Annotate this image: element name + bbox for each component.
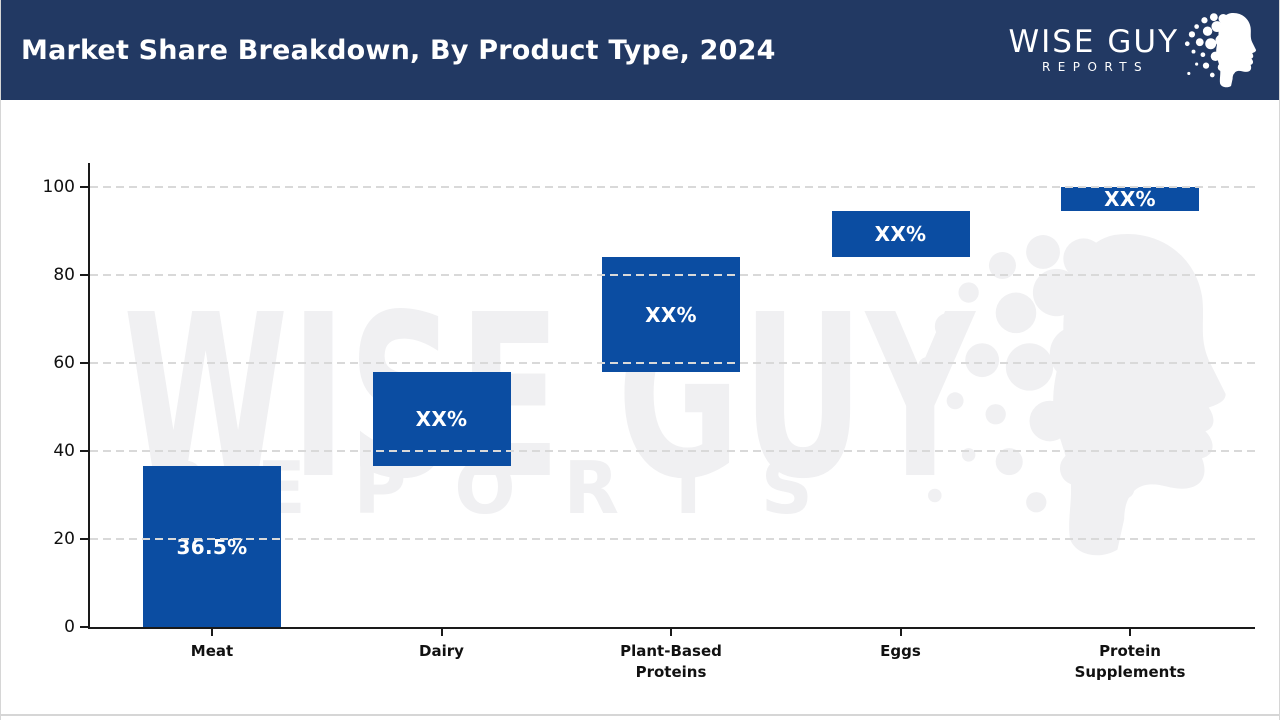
- page-bottom-rule: [1, 714, 1279, 716]
- x-tick-label-meat: Meat: [190, 642, 234, 660]
- bar-plant-based-proteins: XX%: [602, 257, 740, 372]
- x-tick-protein-supplements: [1129, 629, 1131, 636]
- y-tick-label-20: 20: [53, 529, 75, 549]
- bar-value-label-eggs: XX%: [874, 222, 927, 247]
- bar-value-label-plant-based-proteins: XX%: [645, 302, 697, 327]
- x-tick-label-eggs: Eggs: [880, 642, 921, 660]
- bar-protein-supplements: XX%: [1061, 187, 1199, 212]
- x-tick-dairy: [440, 629, 443, 636]
- x-axis-line: [88, 627, 1255, 629]
- y-axis-line: [88, 163, 90, 629]
- y-tick-label-80: 80: [53, 265, 75, 285]
- header-banner: Market Share Breakdown, By Product Type,…: [1, 0, 1279, 100]
- y-tick-60: [80, 362, 88, 364]
- y-tick-label-40: 40: [53, 441, 75, 461]
- y-tick-label-60: 60: [53, 353, 75, 373]
- y-tick-label-100: 100: [42, 177, 75, 197]
- y-tick-label-0: 0: [64, 617, 75, 637]
- y-tick-20: [80, 538, 88, 540]
- bar-eggs: XX%: [831, 211, 970, 258]
- bar-value-label-protein-supplements: XX%: [1104, 187, 1156, 212]
- bar-value-label-dairy: XX%: [415, 407, 468, 432]
- x-tick-meat: [211, 629, 213, 636]
- x-tick-label-plant-based-proteins: Plant-Based Proteins: [620, 642, 722, 681]
- x-tick-label-dairy: Dairy: [419, 642, 464, 660]
- page-title: Market Share Breakdown, By Product Type,…: [21, 34, 776, 66]
- y-tick-100: [80, 186, 88, 188]
- x-tick-plant-based-proteins: [670, 629, 672, 636]
- bar-meat: 36.5%: [143, 466, 281, 627]
- y-tick-80: [80, 274, 88, 276]
- brand-name: WISE GUY: [1008, 23, 1179, 60]
- brand-logo: WISE GUY REPORTS: [1008, 6, 1267, 94]
- bar-dairy: XX%: [372, 371, 511, 467]
- bar-value-label-meat: 36.5%: [176, 534, 248, 559]
- y-tick-0: [80, 626, 88, 628]
- brand-logo-text: WISE GUY REPORTS: [1008, 26, 1179, 75]
- brand-subname: REPORTS: [1041, 60, 1150, 75]
- x-tick-eggs: [899, 629, 902, 636]
- x-tick-label-protein-supplements: Protein Supplements: [1074, 642, 1186, 681]
- y-tick-40: [80, 450, 88, 452]
